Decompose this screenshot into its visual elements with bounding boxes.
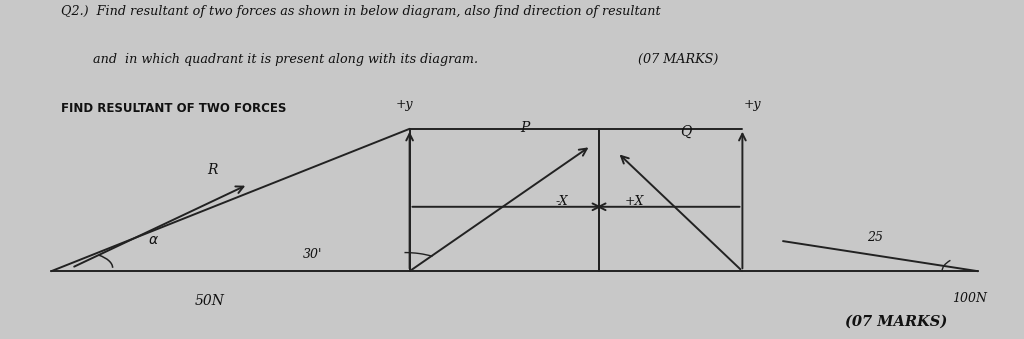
Text: R: R — [207, 163, 217, 177]
Text: P: P — [520, 121, 529, 135]
Text: Q2.)  Find resultant of two forces as shown in below diagram, also find directio: Q2.) Find resultant of two forces as sho… — [61, 5, 662, 18]
Text: (07 MARKS): (07 MARKS) — [845, 315, 947, 328]
Text: 50N: 50N — [195, 294, 225, 308]
Text: 30': 30' — [303, 248, 322, 261]
Text: +X: +X — [625, 195, 644, 208]
Text: +y: +y — [743, 99, 762, 112]
Text: +y: +y — [395, 99, 414, 112]
Text: 100N: 100N — [952, 292, 987, 305]
Text: 25: 25 — [867, 231, 884, 244]
Text: $\alpha$: $\alpha$ — [148, 233, 159, 247]
Text: FIND RESULTANT OF TWO FORCES: FIND RESULTANT OF TWO FORCES — [61, 102, 287, 115]
Text: -X: -X — [556, 195, 568, 208]
Text: and  in which quadrant it is present along with its diagram.                    : and in which quadrant it is present alon… — [61, 53, 719, 65]
Text: Q: Q — [680, 125, 692, 139]
